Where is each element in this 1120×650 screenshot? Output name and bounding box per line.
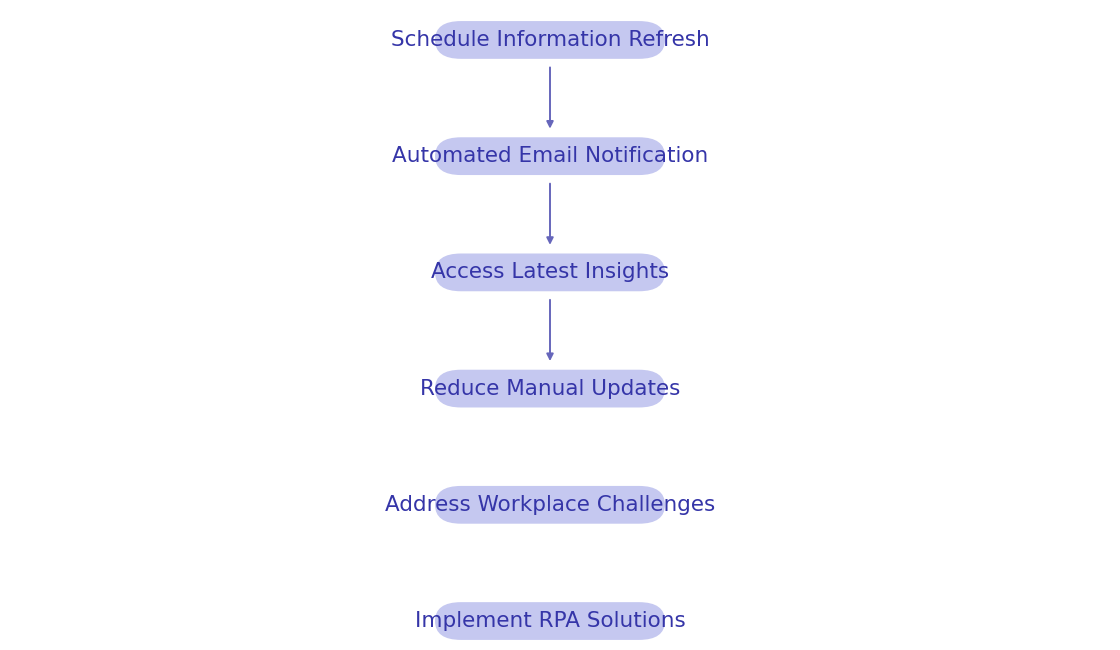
FancyBboxPatch shape (435, 254, 665, 291)
Text: Access Latest Insights: Access Latest Insights (431, 263, 669, 282)
FancyBboxPatch shape (435, 370, 665, 408)
Text: Schedule Information Refresh: Schedule Information Refresh (391, 30, 709, 50)
Text: Automated Email Notification: Automated Email Notification (392, 146, 708, 166)
Text: Address Workplace Challenges: Address Workplace Challenges (385, 495, 716, 515)
Text: Implement RPA Solutions: Implement RPA Solutions (414, 611, 685, 631)
FancyBboxPatch shape (435, 137, 665, 175)
FancyBboxPatch shape (435, 602, 665, 640)
FancyBboxPatch shape (435, 486, 665, 524)
Text: Reduce Manual Updates: Reduce Manual Updates (420, 378, 680, 398)
FancyBboxPatch shape (435, 21, 665, 59)
